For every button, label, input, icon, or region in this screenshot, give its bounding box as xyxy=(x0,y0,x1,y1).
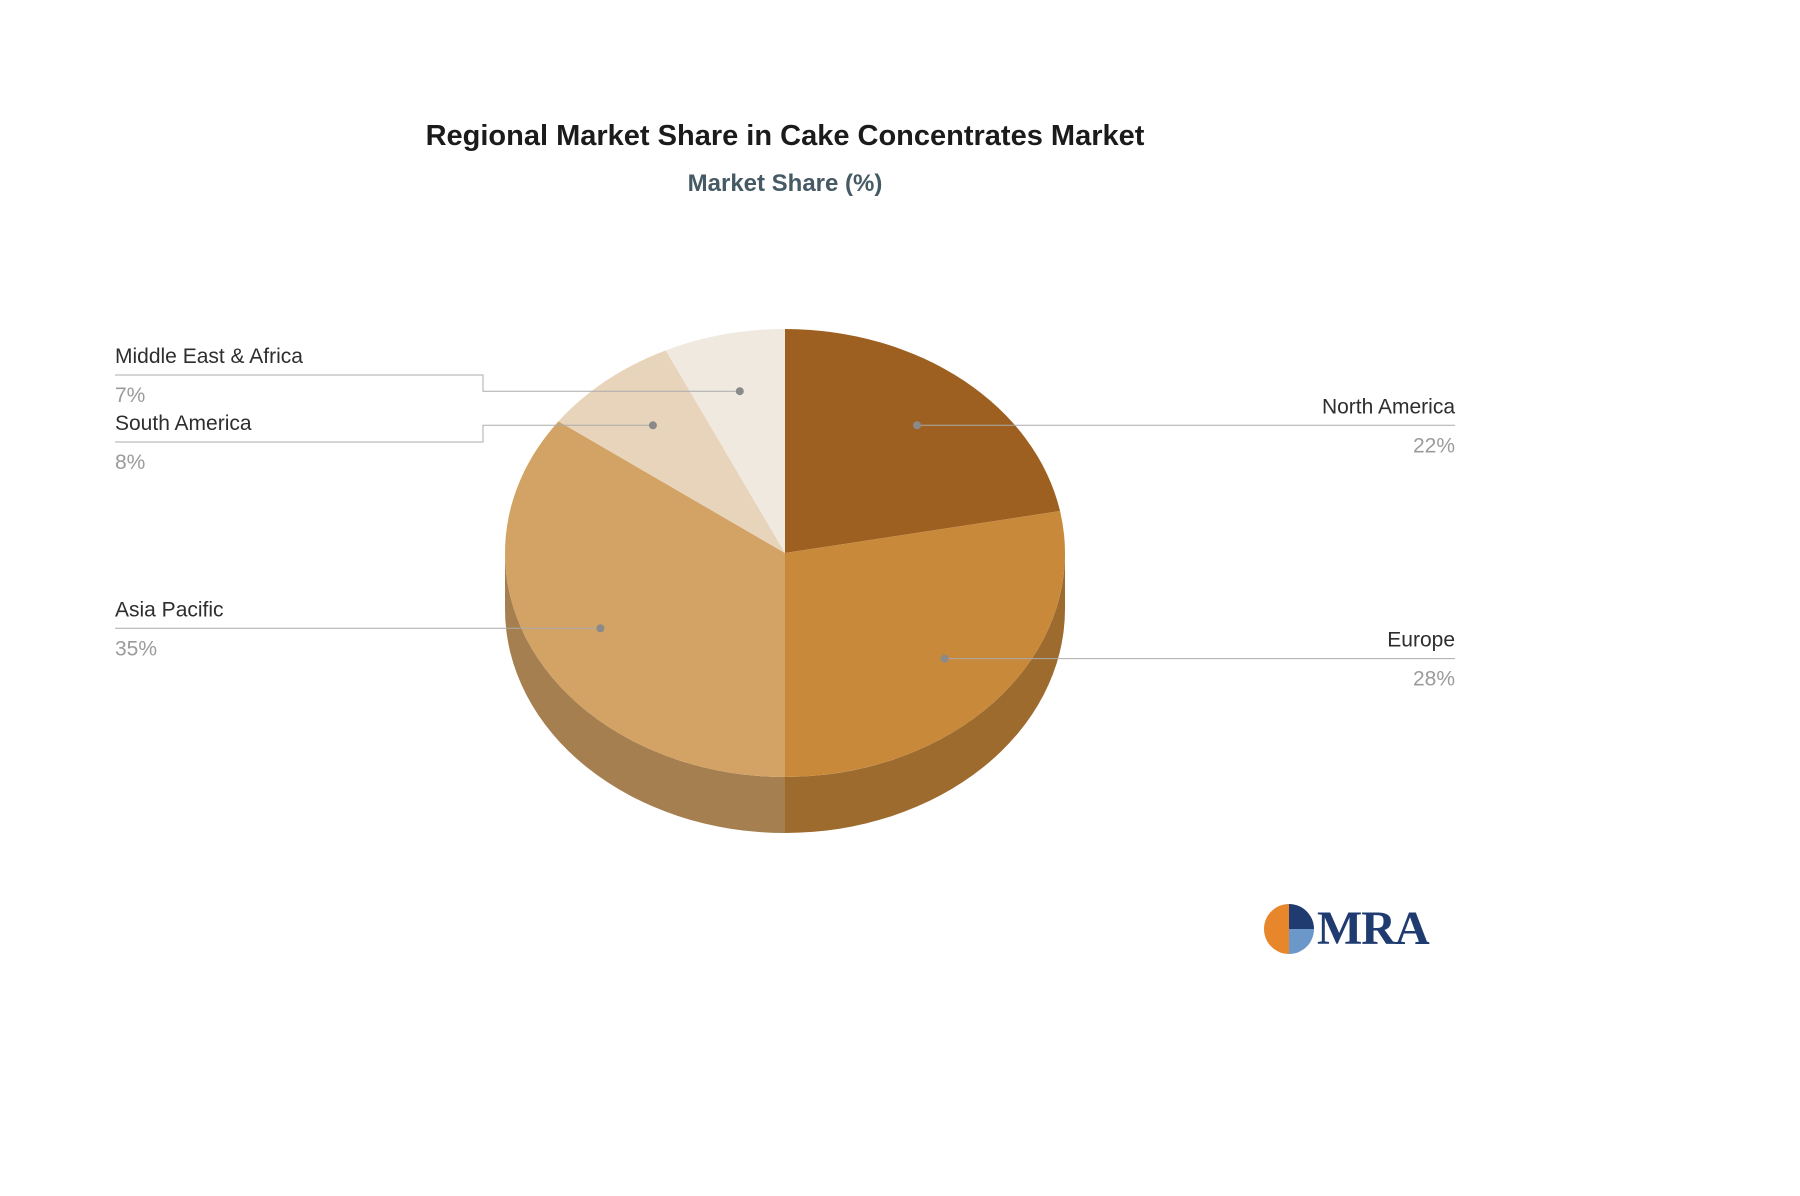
leader-line-middle-east-africa xyxy=(115,374,740,392)
slice-label-europe: Europe xyxy=(1387,629,1455,652)
slice-value-europe: 28% xyxy=(1413,668,1455,691)
chart-title: Regional Market Share in Cake Concentrat… xyxy=(425,120,1145,152)
slice-label-asia-pacific: Asia Pacific xyxy=(115,598,224,621)
leader-dot-asia-pacific xyxy=(596,624,605,633)
slice-label-middle-east-africa: Middle East & Africa xyxy=(115,345,303,368)
pie-slice-side-europe xyxy=(785,553,1065,833)
pie-slice-asia-pacific[interactable] xyxy=(504,421,785,777)
slice-label-north-america: North America xyxy=(1322,395,1455,418)
pie-slice-north-america[interactable] xyxy=(785,329,1061,553)
pie-slice-europe[interactable] xyxy=(785,511,1065,777)
slice-value-middle-east-africa: 7% xyxy=(115,384,145,407)
leader-dot-europe xyxy=(940,654,949,663)
slice-value-asia-pacific: 35% xyxy=(115,637,157,660)
pie-slice-south-america[interactable] xyxy=(558,350,785,553)
slice-value-south-america: 8% xyxy=(115,451,145,474)
slice-value-north-america: 22% xyxy=(1413,434,1455,457)
slice-label-south-america: South America xyxy=(115,412,252,435)
pie-slice-side-asia-pacific xyxy=(505,553,785,833)
logo-text: MRA xyxy=(1317,902,1430,955)
brand-logo: MRA xyxy=(1263,902,1430,955)
leader-dot-north-america xyxy=(913,421,922,430)
pie-slice-middle-east-africa[interactable] xyxy=(665,329,785,553)
leader-line-south-america xyxy=(115,424,653,443)
leader-dot-middle-east-africa xyxy=(735,387,744,396)
logo-pie-icon xyxy=(1264,904,1314,954)
leader-dot-south-america xyxy=(648,421,657,430)
chart-subtitle: Market Share (%) xyxy=(687,170,883,197)
